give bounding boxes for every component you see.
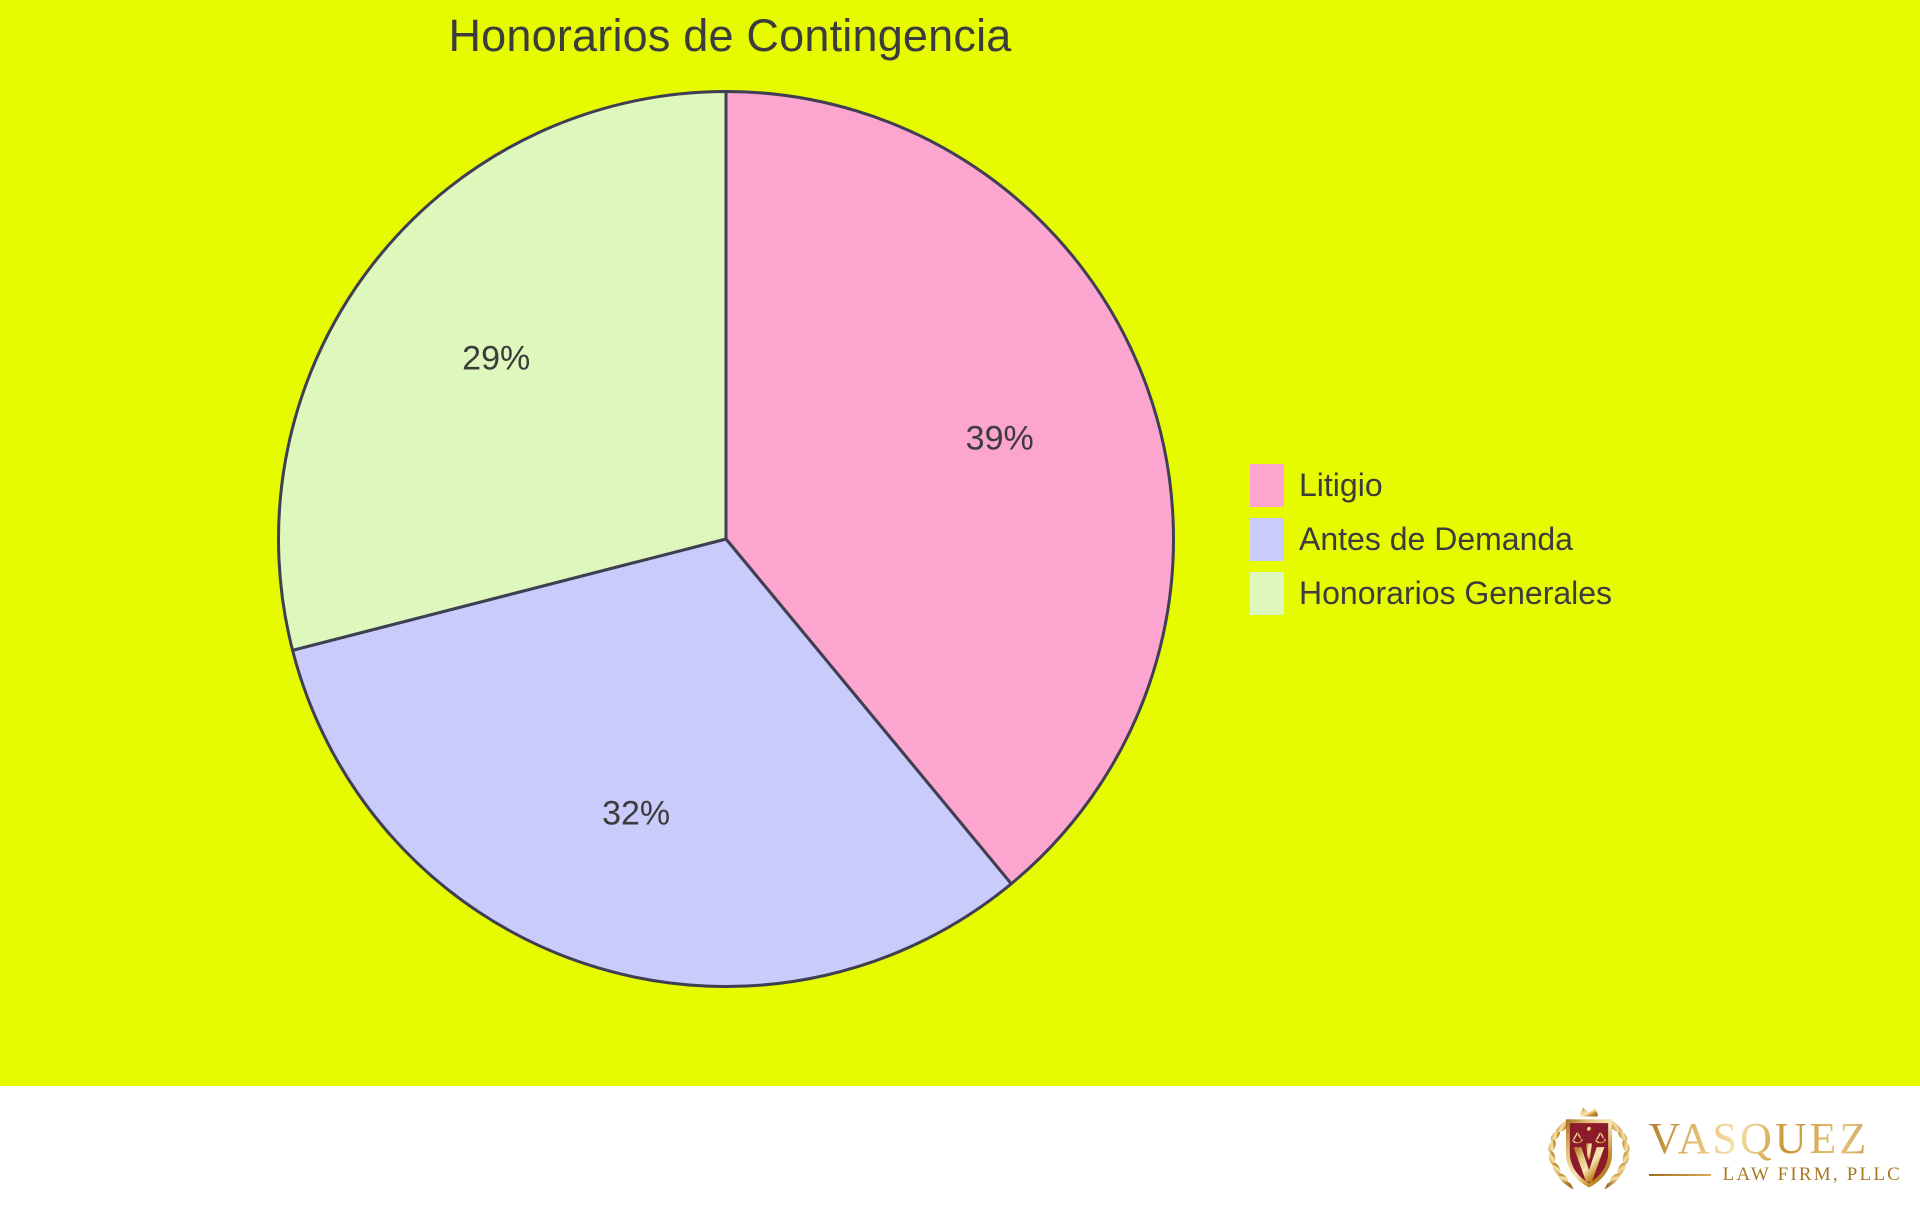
laurel-left-leaves-icon (1548, 1123, 1568, 1183)
legend-item-label: Litigio (1299, 467, 1383, 503)
legend-color-swatch (1250, 571, 1284, 615)
pie-slice (724, 90, 1175, 886)
pie-slice (277, 90, 728, 652)
v-monogram-icon (1573, 1147, 1605, 1182)
shield-crest-icon (1548, 1107, 1630, 1190)
vasquez-law-firm-logo: VASQUEZ LAW FIRM, PLLC (1541, 1103, 1902, 1199)
pie-chart-svg: 39% 32% 29% (277, 90, 1175, 988)
logo-text-block: VASQUEZ LAW FIRM, PLLC (1648, 1116, 1902, 1186)
legend-item[interactable]: Litigio (1250, 458, 1770, 512)
legend-item[interactable]: Antes de Demanda (1250, 512, 1770, 566)
chart-legend: Litigio Antes de Demanda Honorarios Genera… (1250, 458, 1770, 620)
legend-item-label: Honorarios Generales (1299, 575, 1613, 611)
pie-chart: 39% 32% 29% (265, 78, 1187, 1000)
scales-top-knob-icon (1586, 1126, 1591, 1132)
scales-of-justice-icon (1571, 1129, 1606, 1144)
pie-slice (291, 537, 1013, 988)
logo-subtext-row: LAW FIRM, PLLC (1648, 1164, 1902, 1186)
crown-icon (1580, 1107, 1598, 1117)
legend-color-swatch (1250, 517, 1284, 561)
logo-divider-rule (1648, 1174, 1711, 1176)
pie-slice-label: 39% (966, 419, 1034, 457)
chart-title: Honorarios de Contingencia (448, 10, 1012, 61)
legend-item-label: Antes de Demanda (1299, 521, 1573, 557)
scales-stem-icon (1585, 1143, 1592, 1161)
legend-item[interactable]: Honorarios Generales (1250, 566, 1770, 620)
pie-slice-label-group: 39% 32% 29% (462, 340, 1034, 833)
logo-subtext: LAW FIRM, PLLC (1722, 1164, 1902, 1185)
pie-slice-label: 29% (462, 340, 530, 378)
slide-footer: VASQUEZ LAW FIRM, PLLC (0, 1086, 1920, 1215)
laurel-right-leaves-icon (1609, 1123, 1630, 1183)
logo-wordmark: VASQUEZ (1649, 1116, 1902, 1162)
pie-slice-label: 32% (602, 795, 670, 833)
pie-slice-group (277, 90, 1175, 988)
legend-color-swatch (1250, 463, 1284, 507)
